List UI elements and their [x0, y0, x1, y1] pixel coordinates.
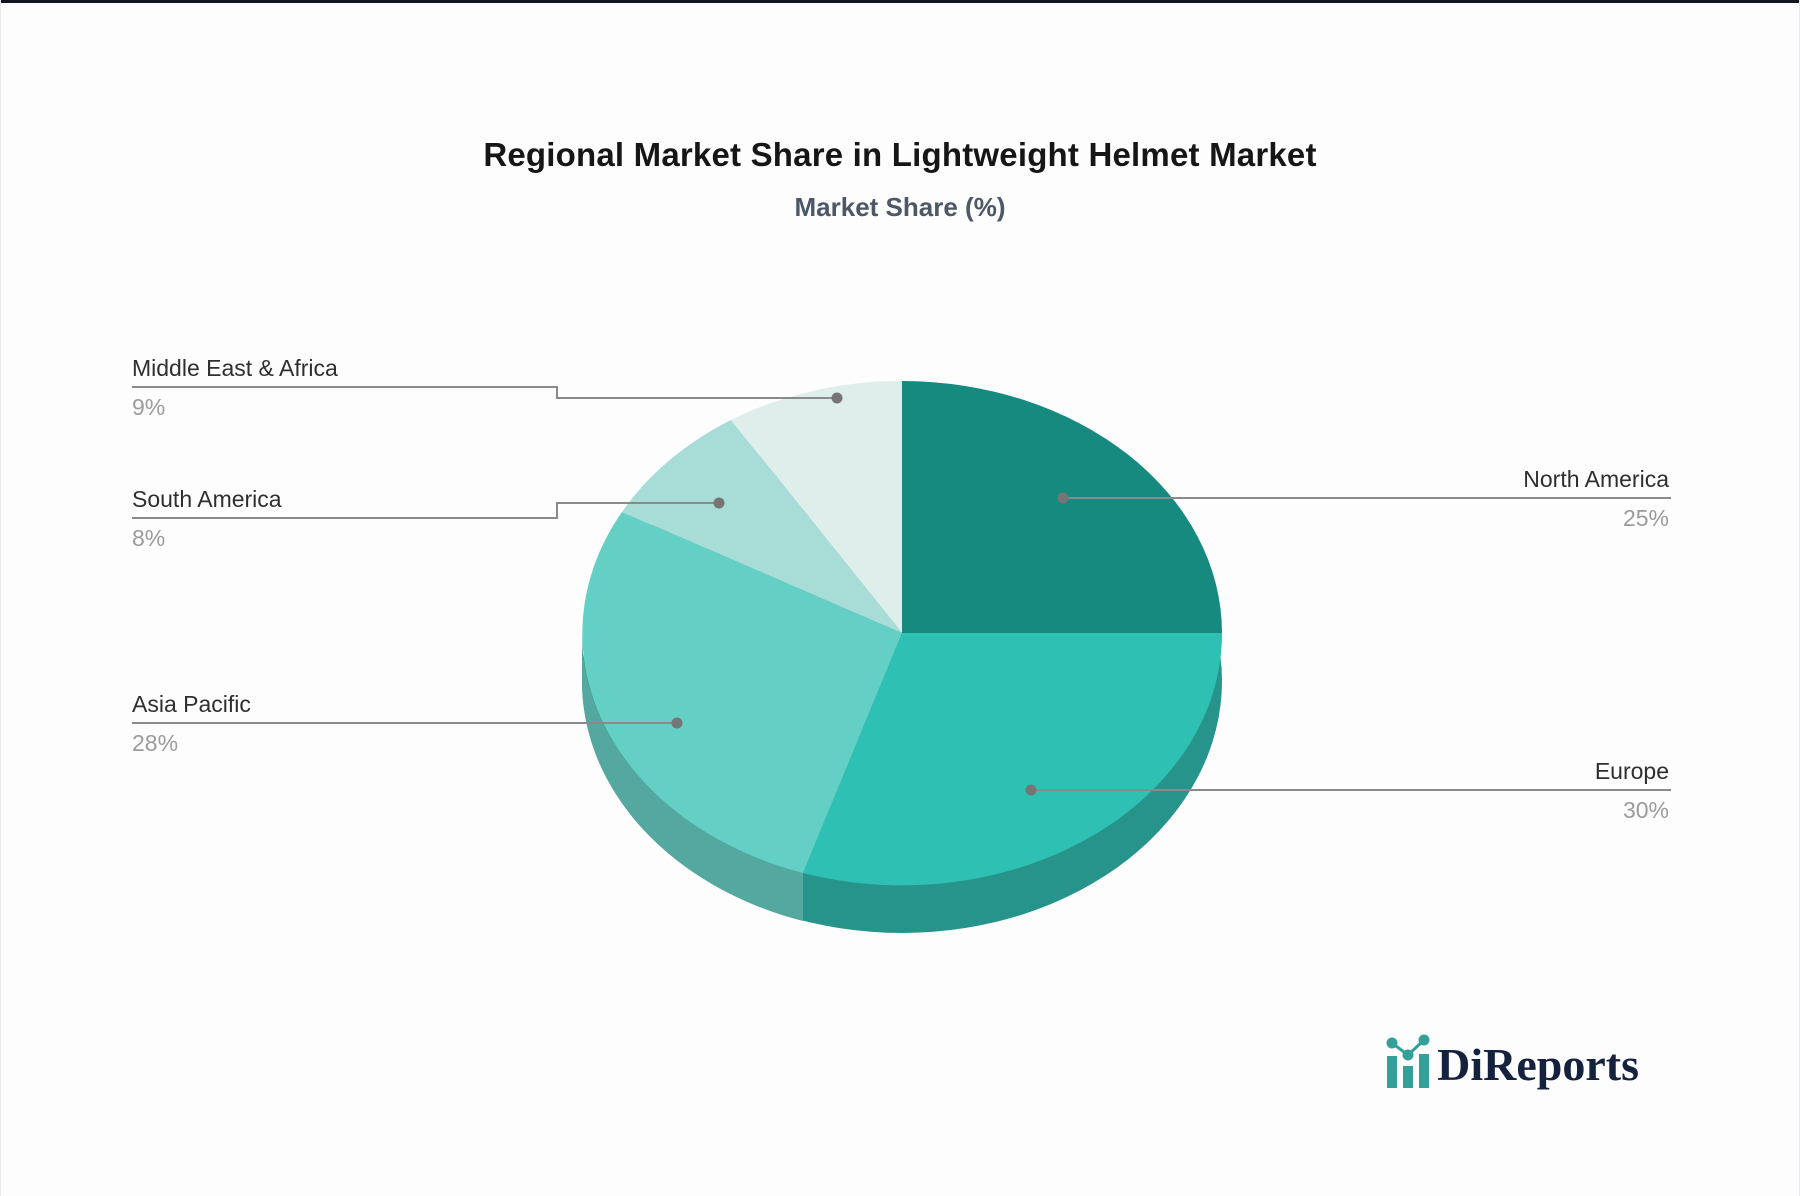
pie-slice-europe	[803, 633, 1223, 886]
callout-percent: 25%	[1622, 505, 1669, 531]
callout-south-america: South America	[132, 486, 282, 512]
callout-europe: Europe	[1594, 758, 1669, 784]
callout-label: North America	[1523, 466, 1669, 492]
pie-slice-asia-pacific	[582, 512, 902, 873]
callout-label: South America	[132, 486, 282, 512]
callout-percent: 9%	[132, 394, 166, 420]
leader-dot-europe	[1025, 784, 1037, 796]
callout-label: Europe	[1594, 758, 1669, 784]
leader-dot-north-america	[1057, 492, 1069, 504]
callout-asia-pacific-value: 28%	[132, 730, 179, 756]
callout-middle-east-africa-value: 9%	[132, 394, 166, 420]
logo-text: DiReports	[1437, 1039, 1639, 1090]
callout-south-america-value: 8%	[132, 525, 166, 551]
callout-percent: 8%	[132, 525, 166, 551]
leader-dot-asia-pacific	[671, 717, 683, 729]
chart-title: Regional Market Share in Lightweight Hel…	[483, 136, 1317, 173]
pie-slice-south-america	[622, 420, 902, 633]
bar-chart-logo-icon	[1386, 1034, 1430, 1088]
callout-percent: 28%	[132, 730, 179, 756]
callout-asia-pacific: Asia Pacific	[132, 691, 251, 717]
logo: DiReports	[1385, 1030, 1639, 1088]
callout-europe-value: 30%	[1622, 797, 1669, 823]
callout-north-america: North America	[1523, 466, 1669, 492]
leader-line-middle-east-africa	[132, 386, 837, 399]
leader-line-south-america	[132, 502, 719, 519]
window-top-border	[1, 0, 1799, 3]
callout-label: Middle East & Africa	[132, 355, 338, 381]
leader-dot-south-america	[713, 497, 725, 509]
callout-percent: 30%	[1622, 797, 1669, 823]
chart-subtitle: Market Share (%)	[794, 192, 1006, 222]
pie-slice-middle-east-africa	[731, 381, 902, 633]
callout-middle-east-africa: Middle East & Africa	[132, 355, 338, 381]
callout-label: Asia Pacific	[132, 691, 251, 717]
pie-slice-north-america	[902, 381, 1222, 633]
leader-dot-middle-east-africa	[831, 392, 843, 404]
callout-north-america-value: 25%	[1622, 505, 1669, 531]
pie-rim-asia-pacific	[581, 633, 803, 921]
